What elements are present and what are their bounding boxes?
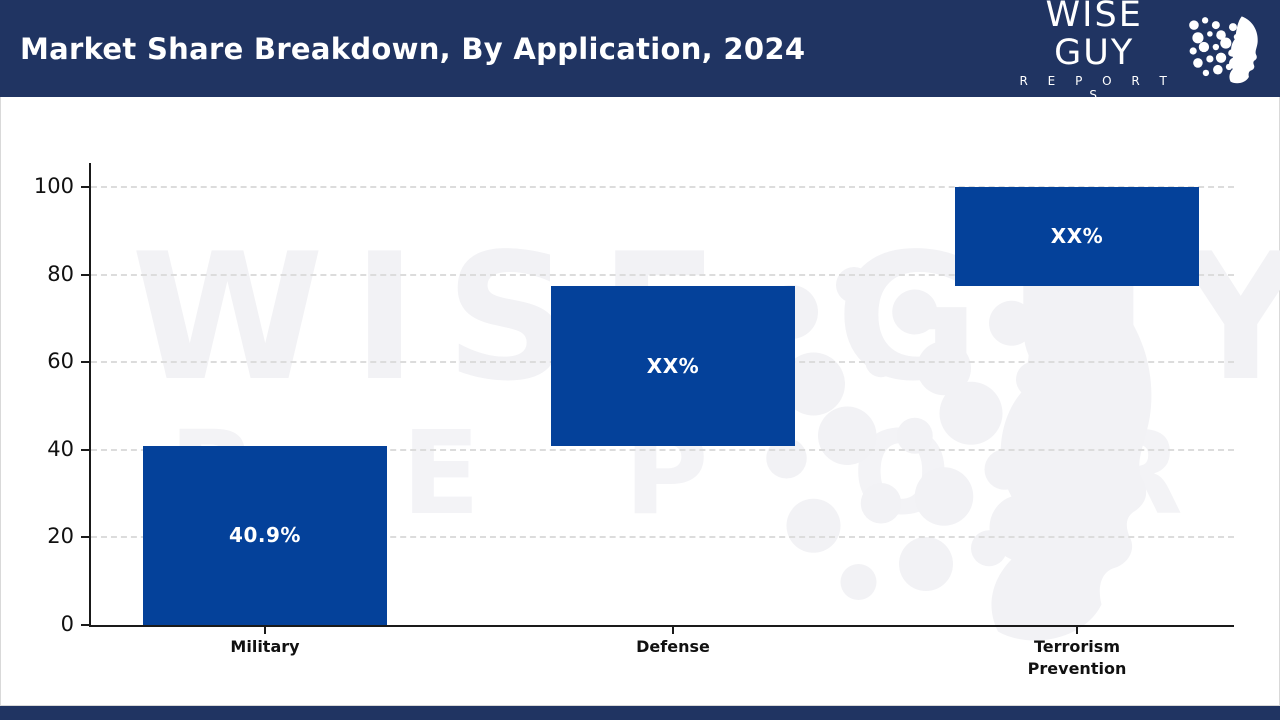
bar-value-label: 40.9% bbox=[229, 523, 301, 548]
y-axis-tick bbox=[81, 448, 89, 451]
y-axis-tick bbox=[81, 361, 89, 364]
logo-subtitle: R E P O R T S bbox=[1019, 74, 1175, 102]
y-gridline bbox=[91, 536, 1234, 539]
y-axis-tick-label: 20 bbox=[47, 524, 74, 549]
x-axis-tick bbox=[672, 627, 674, 634]
chart-title: Market Share Breakdown, By Application, … bbox=[20, 31, 806, 66]
logo-wordmark: WISE GUY bbox=[1045, 0, 1143, 73]
footer-bar bbox=[0, 706, 1280, 720]
wiseguy-logo-text: WISE GUY R E P O R T S bbox=[1006, 0, 1182, 102]
y-axis-tick bbox=[81, 186, 89, 188]
y-axis-tick bbox=[81, 536, 89, 539]
y-axis-tick-label: 100 bbox=[33, 174, 74, 198]
x-axis-tick bbox=[1076, 627, 1078, 634]
y-axis-tick bbox=[81, 624, 89, 626]
y-axis-tick-label: 0 bbox=[60, 612, 74, 636]
bar-terrorism-prevention[interactable]: XX% bbox=[955, 187, 1199, 286]
y-axis-tick bbox=[81, 273, 89, 276]
x-axis-category-label: Defense bbox=[636, 637, 710, 656]
bar-value-label: XX% bbox=[646, 353, 700, 378]
chart-area: WISE GUY R E P O R T S bbox=[0, 97, 1280, 706]
y-axis-tick-label: 60 bbox=[47, 349, 74, 374]
bar-value-label: XX% bbox=[1050, 224, 1104, 249]
bar-military[interactable]: 40.9% bbox=[143, 445, 387, 625]
header-bar: Market Share Breakdown, By Application, … bbox=[0, 0, 1280, 102]
y-gridline bbox=[91, 448, 1234, 451]
x-axis-tick bbox=[264, 627, 266, 634]
logo-face-icon bbox=[1189, 16, 1259, 84]
y-axis-tick-label: 40 bbox=[47, 436, 74, 461]
y-axis-tick-label: 80 bbox=[47, 261, 74, 286]
y-axis-line bbox=[89, 163, 91, 627]
y-gridline bbox=[91, 273, 1234, 276]
x-axis-category-label: Terrorism Prevention bbox=[1027, 637, 1127, 678]
watermark-face-icon bbox=[764, 262, 1152, 641]
x-axis-line bbox=[89, 625, 1234, 627]
bar-defense[interactable]: XX% bbox=[551, 285, 795, 446]
x-axis-category-label: Military bbox=[230, 637, 300, 656]
wiseguy-logo: WISE GUY R E P O R T S bbox=[1006, 0, 1266, 102]
y-gridline bbox=[91, 186, 1234, 188]
